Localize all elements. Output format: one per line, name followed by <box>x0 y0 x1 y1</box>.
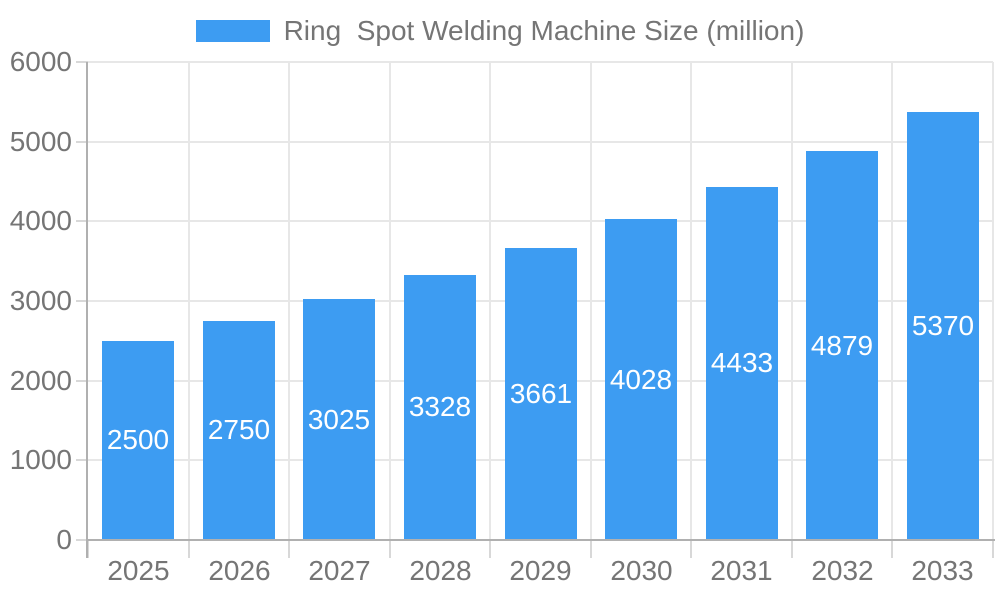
y-tick-label: 1000 <box>9 444 72 475</box>
y-tick <box>76 539 88 541</box>
bar[interactable] <box>706 187 778 539</box>
x-tick <box>489 540 491 558</box>
y-tick-label: 5000 <box>9 126 72 157</box>
bar[interactable] <box>605 219 677 539</box>
gridline-vertical <box>288 62 290 540</box>
x-tick-label: 2025 <box>107 555 170 586</box>
y-axis-line <box>86 62 88 558</box>
y-tick-label: 3000 <box>9 285 72 316</box>
gridline-horizontal <box>88 141 993 143</box>
y-tick <box>76 220 88 222</box>
bar[interactable] <box>203 321 275 539</box>
bar-value-label: 3025 <box>307 404 371 435</box>
x-tick <box>87 540 89 558</box>
x-tick <box>188 540 190 558</box>
bar-value-label: 4433 <box>710 347 774 378</box>
y-tick-label: 4000 <box>9 205 72 236</box>
x-tick-label: 2030 <box>610 555 673 586</box>
y-tick <box>76 300 88 302</box>
x-axis-line <box>86 539 995 541</box>
gridline-horizontal <box>88 220 993 222</box>
bar-value-label: 2500 <box>106 424 170 455</box>
y-tick-label: 0 <box>56 524 72 555</box>
x-tick <box>590 540 592 558</box>
x-tick-label: 2031 <box>710 555 773 586</box>
y-tick <box>76 459 88 461</box>
x-tick <box>791 540 793 558</box>
x-tick-label: 2029 <box>509 555 572 586</box>
legend-label: Ring Spot Welding Machine Size (million) <box>283 15 805 46</box>
gridline-vertical <box>891 62 893 540</box>
gridline-vertical <box>992 62 994 540</box>
x-tick-label: 2027 <box>308 555 371 586</box>
legend[interactable]: Ring Spot Welding Machine Size (million) <box>0 17 1000 45</box>
bar[interactable] <box>102 341 174 539</box>
y-tick-label: 2000 <box>9 365 72 396</box>
x-tick <box>992 540 994 558</box>
bar[interactable] <box>907 112 979 539</box>
gridline-vertical <box>690 62 692 540</box>
x-tick <box>288 540 290 558</box>
x-tick-label: 2032 <box>811 555 874 586</box>
x-tick-label: 2033 <box>911 555 974 586</box>
bar[interactable] <box>404 275 476 539</box>
gridline-vertical <box>489 62 491 540</box>
y-tick <box>76 61 88 63</box>
bar-value-label: 3328 <box>408 391 472 422</box>
bar-value-label: 4879 <box>810 330 874 361</box>
x-tick <box>690 540 692 558</box>
x-tick <box>389 540 391 558</box>
y-tick-label: 6000 <box>9 46 72 77</box>
gridline-vertical <box>188 62 190 540</box>
bar[interactable] <box>303 299 375 539</box>
gridline-vertical <box>590 62 592 540</box>
legend-swatch <box>195 20 270 42</box>
bar[interactable] <box>505 248 577 539</box>
gridline-horizontal <box>88 61 993 63</box>
gridline-vertical <box>791 62 793 540</box>
y-tick <box>76 380 88 382</box>
bar-value-label: 5370 <box>911 310 975 341</box>
x-tick-label: 2026 <box>208 555 271 586</box>
y-tick <box>76 141 88 143</box>
x-tick-label: 2028 <box>409 555 472 586</box>
bar[interactable] <box>806 151 878 539</box>
x-tick <box>891 540 893 558</box>
bar-value-label: 4028 <box>609 364 673 395</box>
bar-value-label: 3661 <box>509 378 573 409</box>
bar-value-label: 2750 <box>207 414 271 445</box>
gridline-vertical <box>389 62 391 540</box>
